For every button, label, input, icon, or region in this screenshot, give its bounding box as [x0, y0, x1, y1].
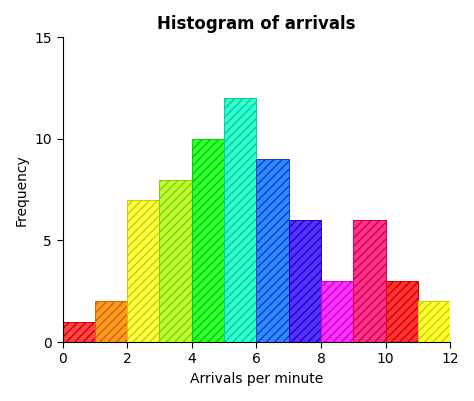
Bar: [418, 302, 450, 342]
Bar: [256, 159, 289, 342]
Bar: [450, 281, 474, 342]
Bar: [63, 322, 95, 342]
Bar: [353, 220, 385, 342]
Bar: [95, 302, 127, 342]
Bar: [159, 180, 192, 342]
Bar: [192, 139, 224, 342]
X-axis label: Arrivals per minute: Arrivals per minute: [190, 372, 323, 386]
Title: Histogram of arrivals: Histogram of arrivals: [157, 15, 356, 33]
Bar: [289, 220, 321, 342]
Bar: [321, 281, 353, 342]
Y-axis label: Frequency: Frequency: [15, 154, 29, 225]
Bar: [385, 281, 418, 342]
Bar: [127, 200, 159, 342]
Bar: [224, 98, 256, 342]
